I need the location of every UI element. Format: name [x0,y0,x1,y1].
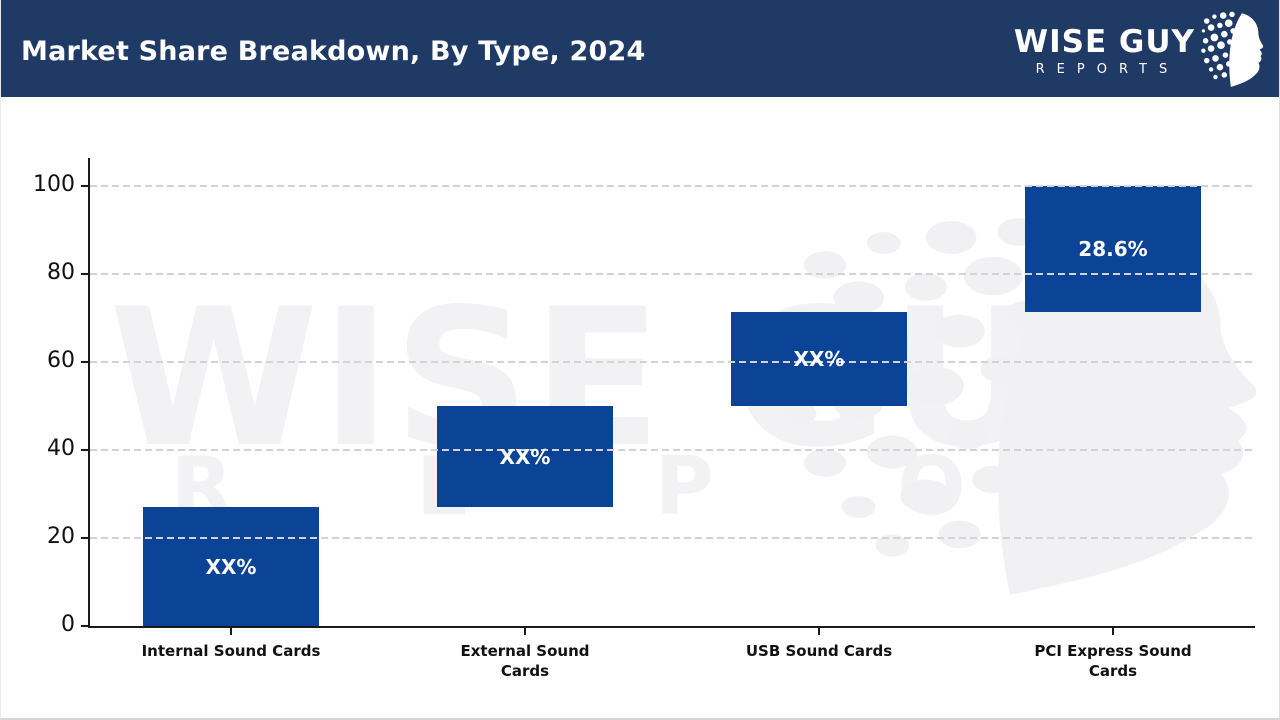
y-tick-mark [81,625,89,627]
bar-value-label: 28.6% [1078,236,1148,261]
bar-segment [731,311,907,406]
gridline [90,185,1255,187]
brand-subtitle: REPORTS [1035,62,1180,77]
gridline [90,449,1255,451]
y-tick-mark [81,361,89,363]
bar-segment [1025,186,1201,312]
bar-value-label: XX% [793,346,845,371]
gridline [90,537,1255,539]
gridline [90,361,1255,363]
y-tick-label: 40 [47,436,75,461]
y-tick-label: 0 [61,612,75,637]
y-tick-mark [81,273,89,275]
header-bar: Market Share Breakdown, By Type, 2024 WI… [1,0,1279,97]
bar-segment [143,507,319,626]
y-tick-label: 80 [47,260,75,285]
x-axis-category-label: USB Sound Cards [745,642,893,660]
y-tick-mark [81,185,89,187]
bar-value-label: XX% [499,444,551,469]
y-tick-mark [81,537,89,539]
x-tick-mark [230,628,232,635]
brand-logo-text: WISE GUY REPORTS [1014,24,1195,77]
y-tick-label: 100 [33,172,75,197]
y-tick-label: 20 [47,524,75,549]
x-tick-mark [524,628,526,635]
x-tick-mark [1112,628,1114,635]
bar-segment [437,406,613,508]
gridline [90,273,1255,275]
x-axis-category-label: Internal Sound Cards [141,642,321,660]
x-axis-category-label: External Sound Cards [460,642,590,681]
brand-name: WISE GUY [1013,24,1195,60]
page-title: Market Share Breakdown, By Type, 2024 [21,36,646,67]
y-tick-label: 60 [47,348,75,373]
brand-logo: WISE GUY REPORTS [1005,6,1265,92]
x-axis-spine [88,626,1255,628]
y-tick-mark [81,449,89,451]
x-axis-category-label: PCI Express Sound Cards [1034,642,1192,681]
brand-head-icon [1201,11,1264,87]
bar-value-label: XX% [205,554,257,579]
x-tick-mark [818,628,820,635]
y-axis-spine [88,158,90,628]
